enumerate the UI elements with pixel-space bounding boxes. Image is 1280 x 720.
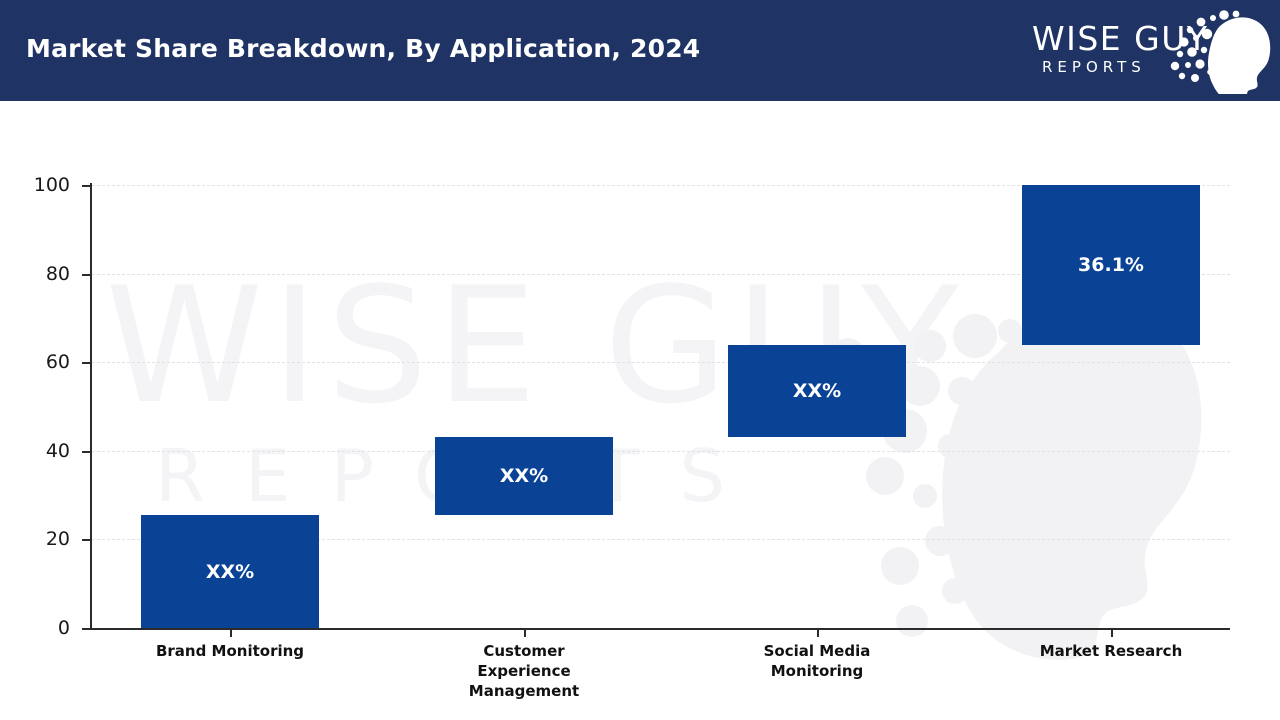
bar-label-customer-experience-management: XX% [499,465,549,487]
bar-market-research[interactable]: 36.1% [1022,185,1200,345]
y-tick-label-40: 40 [45,439,70,462]
bar-brand-monitoring[interactable]: XX% [141,515,319,628]
y-tick-mark-20 [82,539,90,542]
wise-guy-reports-logo: WISE GUY REPORTS [1024,8,1274,94]
plot-gridlines [92,185,1230,628]
y-tick-mark-100 [82,185,90,187]
x-axis-label-social-media-monitoring: Social Media Monitoring [702,641,932,681]
y-tick-label-100: 100 [33,174,70,196]
page-header: Market Share Breakdown, By Application, … [0,0,1280,101]
y-tick-mark-60 [82,362,90,365]
x-axis-label-line: Management [468,682,580,700]
x-tick-mark-2 [817,628,819,637]
svg-text:WISE GUY: WISE GUY [1032,19,1209,58]
x-tick-mark-0 [230,628,232,637]
y-tick-label-60: 60 [45,351,70,374]
x-axis-label-line: Brand Monitoring [155,642,305,660]
bar-label-brand-monitoring: XX% [205,560,255,583]
svg-text:REPORTS: REPORTS [1042,58,1146,76]
bar-label-social-media-monitoring: XX% [792,379,842,402]
bar-customer-experience-management[interactable]: XX% [435,437,613,515]
x-axis-label-line: Market Research [1039,642,1183,660]
chart-canvas: WISE GUY REPORTS [0,101,1280,720]
bar-social-media-monitoring[interactable]: XX% [728,344,906,437]
y-axis-line [90,183,92,630]
gridline-100 [92,185,1230,186]
bar-label-market-research: 36.1% [1078,253,1144,276]
y-tick-mark-40 [82,450,90,453]
x-tick-mark-3 [1111,628,1113,637]
y-tick-mark-80 [82,273,90,276]
y-tick-mark-0 [82,628,90,630]
gridline-20 [92,539,1230,541]
gridline-40 [92,450,1230,452]
x-tick-mark-1 [524,628,526,637]
x-axis-label-brand-monitoring: Brand Monitoring [115,641,345,661]
x-axis-label-line: Customer [483,642,565,660]
y-tick-label-80: 80 [45,262,70,285]
x-axis-label-line: Social Media [763,642,871,660]
y-tick-label-20: 20 [45,528,70,551]
x-axis-label-line: Monitoring [770,662,864,680]
x-axis-label-market-research: Market Research [996,641,1226,661]
x-axis-label-line: Experience [477,662,571,680]
page-title: Market Share Breakdown, By Application, … [26,34,701,63]
gridline-60 [92,362,1230,364]
y-tick-label-0: 0 [57,617,70,639]
gridline-80 [92,273,1230,275]
x-axis-label-customer-experience-management: Customer Experience Management [409,641,639,701]
x-axis-line [90,628,1230,630]
